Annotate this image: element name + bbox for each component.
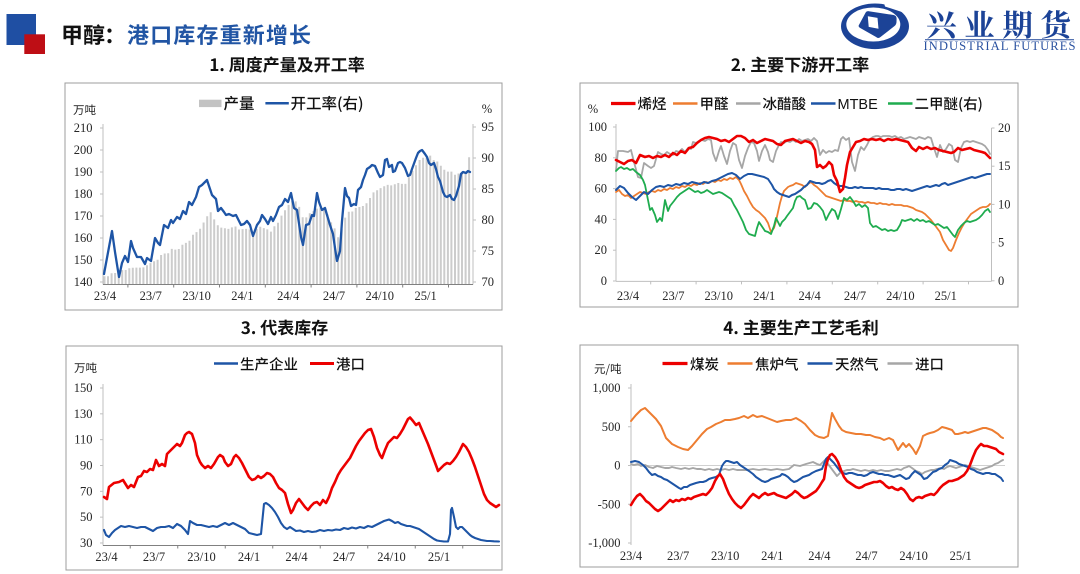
svg-text:210: 210 xyxy=(74,121,93,135)
svg-text:100: 100 xyxy=(588,120,607,134)
svg-text:24/10: 24/10 xyxy=(886,289,914,303)
svg-text:24/4: 24/4 xyxy=(285,550,308,564)
svg-text:5: 5 xyxy=(998,236,1004,250)
svg-text:23/4: 23/4 xyxy=(617,289,640,303)
svg-text:40: 40 xyxy=(595,212,608,226)
svg-text:20: 20 xyxy=(998,121,1011,135)
svg-text:23/10: 23/10 xyxy=(182,289,210,303)
svg-text:24/1: 24/1 xyxy=(231,289,253,303)
svg-text:23/7: 23/7 xyxy=(143,550,165,564)
svg-text:MTBE: MTBE xyxy=(838,97,879,113)
svg-text:80: 80 xyxy=(482,213,495,227)
svg-text:90: 90 xyxy=(482,151,495,165)
svg-text:85: 85 xyxy=(482,182,495,196)
svg-text:0: 0 xyxy=(601,274,607,288)
svg-text:25/1: 25/1 xyxy=(428,550,450,564)
svg-text:50: 50 xyxy=(80,510,93,524)
svg-text:15: 15 xyxy=(998,159,1011,173)
svg-text:24/1: 24/1 xyxy=(238,550,260,564)
svg-text:%: % xyxy=(588,102,598,116)
svg-text:23/4: 23/4 xyxy=(94,289,117,303)
svg-text:23/7: 23/7 xyxy=(140,289,162,303)
svg-text:20: 20 xyxy=(595,243,608,257)
svg-text:24/4: 24/4 xyxy=(798,289,821,303)
svg-text:1,000: 1,000 xyxy=(592,381,620,395)
svg-text:24/4: 24/4 xyxy=(808,549,831,563)
svg-text:23/7: 23/7 xyxy=(667,549,689,563)
svg-text:200: 200 xyxy=(74,143,93,157)
svg-text:%: % xyxy=(482,102,492,116)
svg-text:160: 160 xyxy=(74,231,93,245)
svg-text:24/10: 24/10 xyxy=(366,289,394,303)
svg-text:150: 150 xyxy=(74,381,93,395)
svg-text:75: 75 xyxy=(482,244,495,258)
svg-text:-1,000: -1,000 xyxy=(588,536,620,550)
svg-text:INDUSTRIAL FUTURES: INDUSTRIAL FUTURES xyxy=(923,39,1076,53)
svg-text:23/10: 23/10 xyxy=(187,550,215,564)
svg-text:10: 10 xyxy=(998,197,1011,211)
svg-text:25/1: 25/1 xyxy=(414,289,436,303)
svg-text:-500: -500 xyxy=(598,497,621,511)
svg-text:110: 110 xyxy=(74,433,92,447)
svg-text:24/4: 24/4 xyxy=(277,289,300,303)
svg-text:90: 90 xyxy=(80,458,93,472)
svg-text:80: 80 xyxy=(595,151,608,165)
svg-text:23/7: 23/7 xyxy=(662,289,684,303)
svg-text:23/10: 23/10 xyxy=(711,549,739,563)
svg-text:24/7: 24/7 xyxy=(333,550,355,564)
svg-text:190: 190 xyxy=(74,165,93,179)
svg-text:95: 95 xyxy=(482,120,495,134)
svg-text:24/1: 24/1 xyxy=(753,289,775,303)
svg-text:70: 70 xyxy=(80,484,93,498)
svg-text:24/10: 24/10 xyxy=(377,550,405,564)
svg-text:24/7: 24/7 xyxy=(844,289,866,303)
svg-text:70: 70 xyxy=(482,275,495,289)
svg-text:25/1: 25/1 xyxy=(950,549,972,563)
svg-text:23/4: 23/4 xyxy=(620,549,643,563)
svg-text:24/10: 24/10 xyxy=(899,549,927,563)
svg-text:130: 130 xyxy=(74,407,93,421)
svg-text:500: 500 xyxy=(602,420,621,434)
svg-text:24/7: 24/7 xyxy=(855,549,877,563)
svg-text:24/1: 24/1 xyxy=(761,549,783,563)
svg-text:0: 0 xyxy=(998,274,1004,288)
svg-text:24/7: 24/7 xyxy=(323,289,345,303)
svg-text:30: 30 xyxy=(80,536,93,550)
svg-text:60: 60 xyxy=(595,182,608,196)
svg-text:150: 150 xyxy=(74,253,93,267)
svg-text:180: 180 xyxy=(74,187,93,201)
svg-text:170: 170 xyxy=(74,209,93,223)
svg-text:0: 0 xyxy=(614,459,620,473)
svg-text:25/1: 25/1 xyxy=(935,289,957,303)
svg-text:140: 140 xyxy=(74,275,93,289)
svg-text:23/4: 23/4 xyxy=(95,550,118,564)
svg-text:23/10: 23/10 xyxy=(705,289,733,303)
